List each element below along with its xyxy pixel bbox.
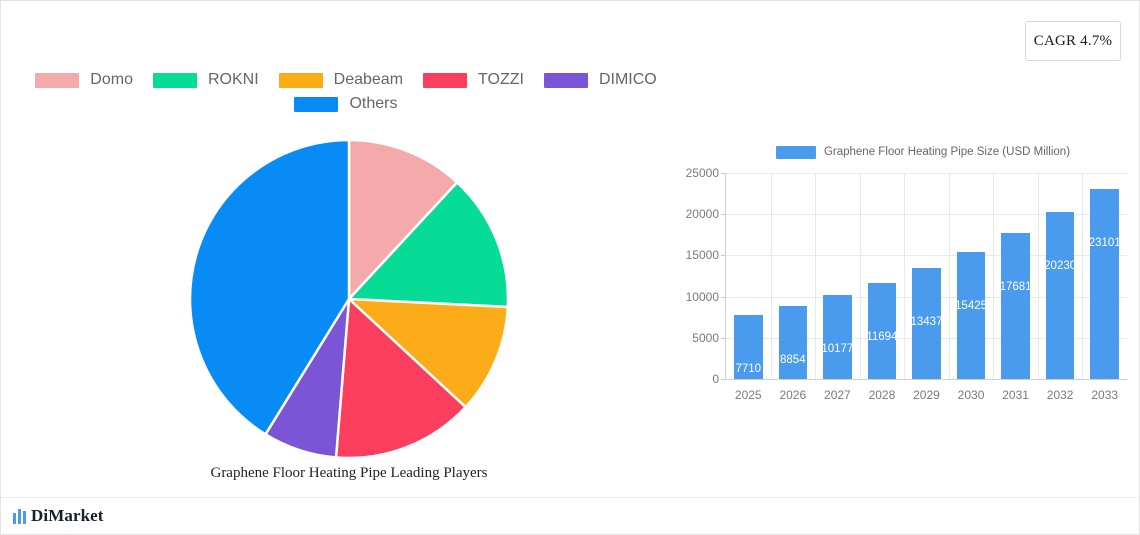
bar-chart[interactable]: Graphene Floor Heating Pipe Size (USD Mi… [677, 141, 1129, 411]
y-axis-tick: 10000 [677, 290, 725, 304]
legend-item-others[interactable]: Others [294, 95, 398, 113]
pie-slice-domo[interactable] [347, 139, 459, 303]
gridline-vertical [948, 173, 950, 379]
bar-column[interactable]: 10177 2027 [815, 173, 860, 402]
brand-logo-text: DiMarket [31, 506, 104, 525]
bar[interactable]: 11694 [866, 282, 898, 379]
gridline-vertical [859, 173, 861, 379]
legend-label-rokni: ROKNI [207, 71, 259, 88]
legend-label-tozzi: TOZZI [478, 71, 524, 88]
legend-swatch-rokni [152, 72, 197, 88]
bar-column[interactable]: 15425 2030 [949, 173, 994, 402]
pie-legend-row-1: Domo ROKNI Deabeam TOZZI DIMICO [1, 71, 691, 89]
legend-swatch-deabeam [278, 72, 323, 88]
bar-value-label: 8854 [780, 354, 806, 367]
bar-chart-plot: 7710 2025 8854 2026 10177 2027 11694 2028 13437 2… [677, 166, 1129, 411]
bar-chart-icon [13, 508, 26, 524]
cagr-badge: CAGR 4.7% [1025, 21, 1121, 61]
legend-swatch-domo [35, 72, 80, 88]
bar-column[interactable]: 17681 2031 [993, 173, 1038, 402]
x-axis-tick: 2031 [1002, 388, 1029, 402]
y-axis-tick: 0 [677, 372, 725, 386]
bar-value-label: 7710 [735, 363, 762, 376]
pie-slice-others[interactable] [189, 139, 351, 437]
bar[interactable]: 17681 [999, 233, 1032, 379]
legend-label-dimico: DIMICO [598, 71, 657, 88]
gridline-horizontal [726, 173, 1127, 174]
pie-legend: Domo ROKNI Deabeam TOZZI DIMICO Oth [1, 71, 691, 119]
bar-legend-label: Graphene Floor Heating Pipe Size (USD Mi… [823, 146, 1071, 158]
x-axis-tick: 2027 [824, 388, 851, 402]
pie-chart-svg [189, 139, 509, 459]
x-axis-tick: 2030 [957, 388, 985, 402]
bar-value-label: 15425 [955, 299, 988, 312]
gridline-horizontal [726, 255, 1127, 257]
bar-value-label: 13437 [910, 316, 943, 329]
bar-column[interactable]: 11694 2028 [860, 173, 905, 402]
gridline-vertical [904, 173, 906, 379]
pie-chart[interactable] [189, 139, 509, 459]
legend-swatch-others [294, 96, 339, 112]
bar-value-label: 10177 [821, 343, 854, 356]
bar-column[interactable]: 23101 2033 [1082, 173, 1127, 402]
bar[interactable]: 15425 [955, 251, 988, 379]
bar-plot-area: 7710 2025 8854 2026 10177 2027 11694 2028 13437 2… [725, 173, 1127, 402]
bar[interactable]: 10177 [821, 295, 854, 379]
y-axis-tick: 25000 [677, 166, 725, 180]
legend-item-tozzi[interactable]: TOZZI [423, 71, 524, 89]
legend-label-deabeam: Deabeam [333, 71, 404, 88]
gridline-vertical [1037, 173, 1039, 379]
footer-divider [1, 497, 1139, 498]
legend-swatch-tozzi [423, 72, 468, 88]
bar-value-label: 23101 [1088, 236, 1121, 249]
legend-label-others: Others [349, 95, 398, 112]
bar[interactable]: 23101 [1088, 188, 1121, 379]
pie-legend-row-2: Others [1, 95, 691, 113]
pie-slice-deabeam[interactable] [345, 297, 509, 409]
x-axis-tick: 2029 [913, 388, 940, 402]
legend-item-dimico[interactable]: DIMICO [543, 71, 657, 89]
bar-value-label: 20230 [1044, 260, 1077, 273]
gridline-horizontal [726, 214, 1127, 216]
bar-column[interactable]: 8854 2026 [771, 173, 816, 402]
bar-value-label: 17681 [999, 281, 1032, 294]
bar[interactable]: 7710 [734, 315, 763, 379]
legend-item-rokni[interactable]: ROKNI [152, 71, 259, 89]
pie-slice-rokni[interactable] [346, 180, 509, 309]
cagr-badge-label: CAGR 4.7% [1033, 32, 1113, 49]
bar-legend-swatch [775, 145, 816, 159]
gridline-vertical [993, 173, 995, 379]
legend-label-domo: Domo [90, 71, 133, 88]
y-axis-tick: 15000 [677, 248, 725, 262]
x-axis-tick: 2025 [734, 388, 762, 402]
bar-chart-legend[interactable]: Graphene Floor Heating Pipe Size (USD Mi… [677, 141, 1129, 163]
bar-column[interactable]: 20230 2032 [1038, 173, 1083, 402]
brand-logo[interactable]: DiMarket [13, 506, 104, 526]
bar-column[interactable]: 7710 2025 [726, 173, 771, 402]
x-axis-tick: 2033 [1091, 388, 1119, 402]
gridline-vertical [770, 173, 772, 379]
pie-slice-tozzi[interactable] [334, 296, 468, 459]
legend-item-domo[interactable]: Domo [35, 71, 133, 89]
bar-value-label: 11694 [866, 330, 898, 343]
bar[interactable]: 13437 [910, 268, 943, 379]
legend-item-deabeam[interactable]: Deabeam [278, 71, 404, 89]
gridline-vertical [815, 173, 817, 379]
bar[interactable]: 8854 [778, 306, 808, 379]
legend-swatch-dimico [543, 72, 588, 88]
x-axis-tick: 2032 [1046, 388, 1074, 402]
pie-chart-caption: Graphene Floor Heating Pipe Leading Play… [210, 465, 488, 481]
y-axis-tick: 20000 [677, 207, 725, 221]
bar-column[interactable]: 13437 2029 [904, 173, 949, 402]
bar[interactable]: 20230 [1044, 212, 1077, 379]
x-axis-tick: 2028 [868, 388, 896, 402]
y-axis-tick: 5000 [677, 331, 725, 345]
gridline-vertical [1082, 173, 1084, 379]
x-axis-tick: 2026 [779, 388, 807, 402]
